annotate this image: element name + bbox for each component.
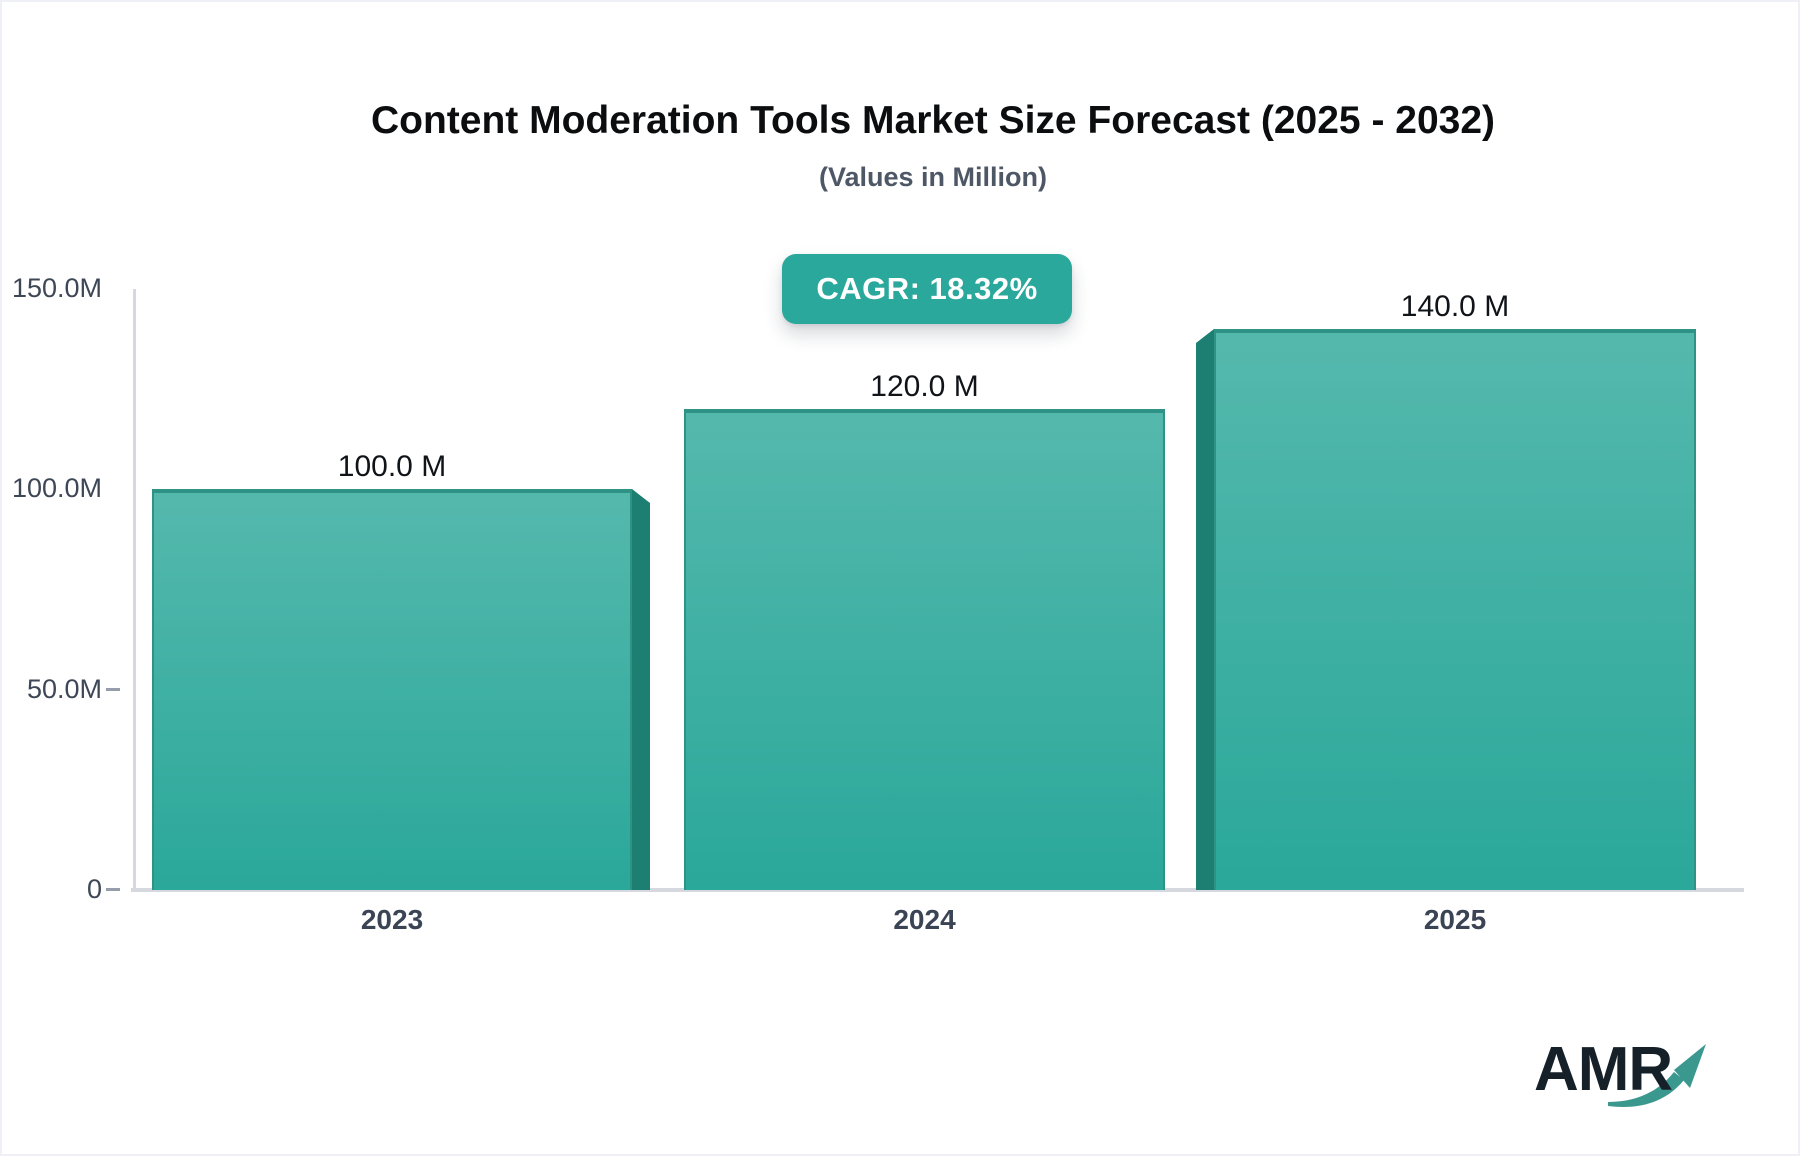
bar-value-label: 100.0 M [337,450,447,483]
x-axis-label: 2023 [360,904,424,935]
cagr-badge: CAGR: 18.32% [782,254,1072,324]
y-axis-label: 50.0M [26,673,102,704]
x-axis-label: 2025 [1423,904,1487,935]
bar [684,409,1165,890]
bar-value-label: 120.0 M [870,370,979,403]
chart-title: Content Moderation Tools Market Size For… [370,99,1496,142]
y-axis-tick [106,687,120,691]
amr-logo: AMR [1530,1028,1730,1128]
bar [152,489,632,890]
y-axis-label: 0 [86,874,102,904]
bar-value-label: 140.0 M [1400,290,1510,323]
x-axis-label: 2024 [893,904,956,935]
chart-subtitle: (Values in Million) [818,162,1048,192]
y-axis-label: 150.0M [11,273,102,303]
logo-text: AMR [1534,1035,1673,1104]
logo-arrow-icon [1608,1044,1706,1107]
y-axis-tick [106,888,120,891]
bar-3d-face [1196,329,1214,890]
x-axis-line [131,888,1744,892]
y-axis-line [133,289,136,890]
bar-3d-face [632,489,650,890]
y-axis-label: 100.0M [11,473,102,504]
bar [1214,329,1696,890]
